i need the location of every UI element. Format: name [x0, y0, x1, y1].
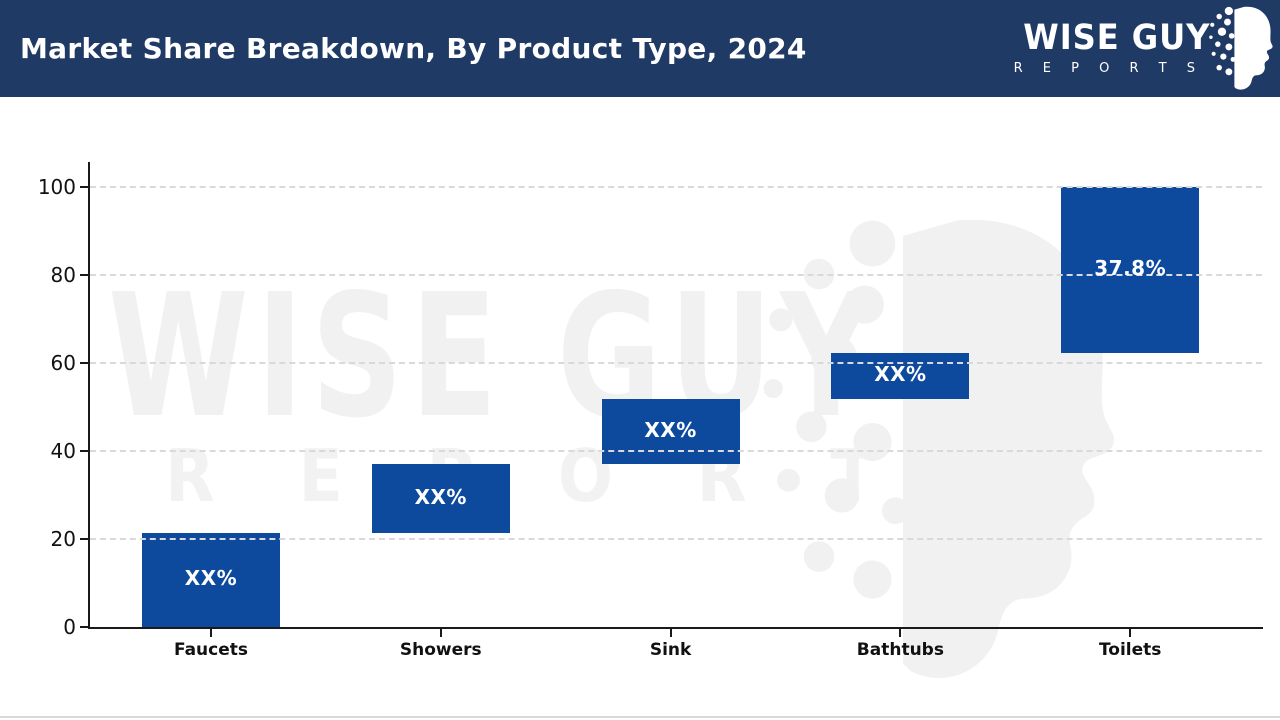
gridline-60 [90, 362, 1262, 364]
y-axis-line [88, 162, 90, 628]
wiseguy-head-icon [1209, 6, 1273, 90]
bar-value-label-sink: XX% [644, 417, 697, 442]
y-tick-label-20: 20 [50, 527, 76, 551]
page-title: Market Share Breakdown, By Product Type,… [20, 32, 807, 65]
bar-value-label-bathtubs: XX% [874, 362, 927, 387]
bottom-divider [0, 716, 1280, 718]
x-tick-label-toilets: Toilets [1098, 640, 1162, 660]
x-tick-mark-toilets [1129, 629, 1132, 637]
bar-value-label-faucets: XX% [184, 565, 238, 590]
x-tick-mark-bathtubs [899, 629, 902, 637]
x-axis-line [88, 627, 1263, 629]
bar-sink [601, 399, 740, 465]
gridline-20 [90, 538, 1262, 540]
y-tick-label-60: 60 [50, 351, 76, 375]
gridline-100 [90, 186, 1262, 188]
wiseguy-logo: WISE GUY R E P O R T S [1007, 0, 1280, 97]
y-tick-mark-60 [80, 362, 88, 364]
bar-showers [371, 464, 510, 533]
bar-value-label-toilets: 37.8% [1094, 256, 1167, 281]
y-tick-label-0: 0 [63, 615, 76, 639]
y-tick-label-100: 100 [37, 175, 76, 199]
x-tick-mark-sink [669, 629, 672, 637]
y-tick-mark-80 [80, 274, 88, 276]
watermark-wordmark: WISE GUY [108, 258, 880, 456]
x-tick-label-showers: Showers [399, 640, 482, 660]
y-tick-mark-20 [80, 538, 88, 540]
y-tick-label-80: 80 [50, 263, 76, 287]
logo-subtext: R E P O R T S [1013, 61, 1203, 76]
logo-wordmark: WISE GUY [1022, 18, 1210, 58]
x-tick-label-faucets: Faucets [173, 640, 249, 660]
bar-faucets [142, 532, 280, 627]
gridline-40 [90, 450, 1262, 452]
bar-bathtubs [831, 353, 970, 400]
x-tick-mark-showers [439, 629, 442, 637]
x-tick-label-sink: Sink [649, 640, 692, 660]
header-bar: Market Share Breakdown, By Product Type,… [0, 0, 1280, 97]
x-tick-label-bathtubs: Bathtubs [856, 640, 944, 660]
bar-toilets [1061, 187, 1200, 354]
wiseguy-logo-text: WISE GUY R E P O R T S [1007, 18, 1210, 77]
y-tick-mark-40 [80, 450, 88, 452]
y-tick-label-40: 40 [50, 439, 76, 463]
bar-value-label-showers: XX% [414, 484, 467, 509]
gridline-80 [90, 274, 1262, 276]
x-tick-mark-faucets [210, 629, 212, 637]
y-tick-mark-100 [80, 186, 88, 188]
y-tick-mark-0 [80, 626, 88, 628]
